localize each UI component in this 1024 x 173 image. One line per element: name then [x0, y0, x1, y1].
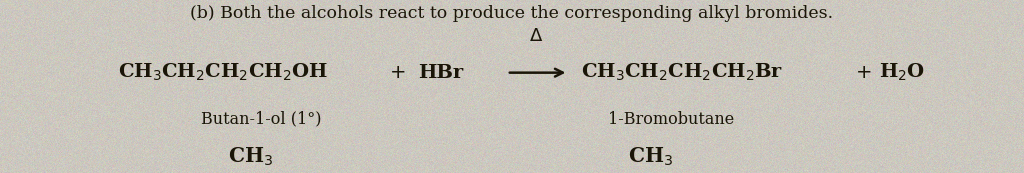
Text: $+$: $+$ [855, 64, 871, 82]
Text: $\Delta$: $\Delta$ [529, 27, 544, 45]
Text: (b) Both the alcohols react to produce the corresponding alkyl bromides.: (b) Both the alcohols react to produce t… [190, 5, 834, 22]
Text: H$_2$O: H$_2$O [879, 62, 925, 83]
Text: 1-Bromobutane: 1-Bromobutane [607, 111, 734, 128]
Text: CH$_3$: CH$_3$ [628, 145, 673, 168]
Text: CH$_3$CH$_2$CH$_2$CH$_2$OH: CH$_3$CH$_2$CH$_2$CH$_2$OH [118, 62, 328, 83]
Text: HBr: HBr [418, 64, 463, 82]
Text: CH$_3$: CH$_3$ [228, 145, 273, 168]
Text: CH$_3$CH$_2$CH$_2$CH$_2$Br: CH$_3$CH$_2$CH$_2$CH$_2$Br [581, 62, 783, 83]
Text: $+$: $+$ [389, 64, 406, 82]
Text: Butan-1-ol (1°): Butan-1-ol (1°) [201, 111, 322, 128]
